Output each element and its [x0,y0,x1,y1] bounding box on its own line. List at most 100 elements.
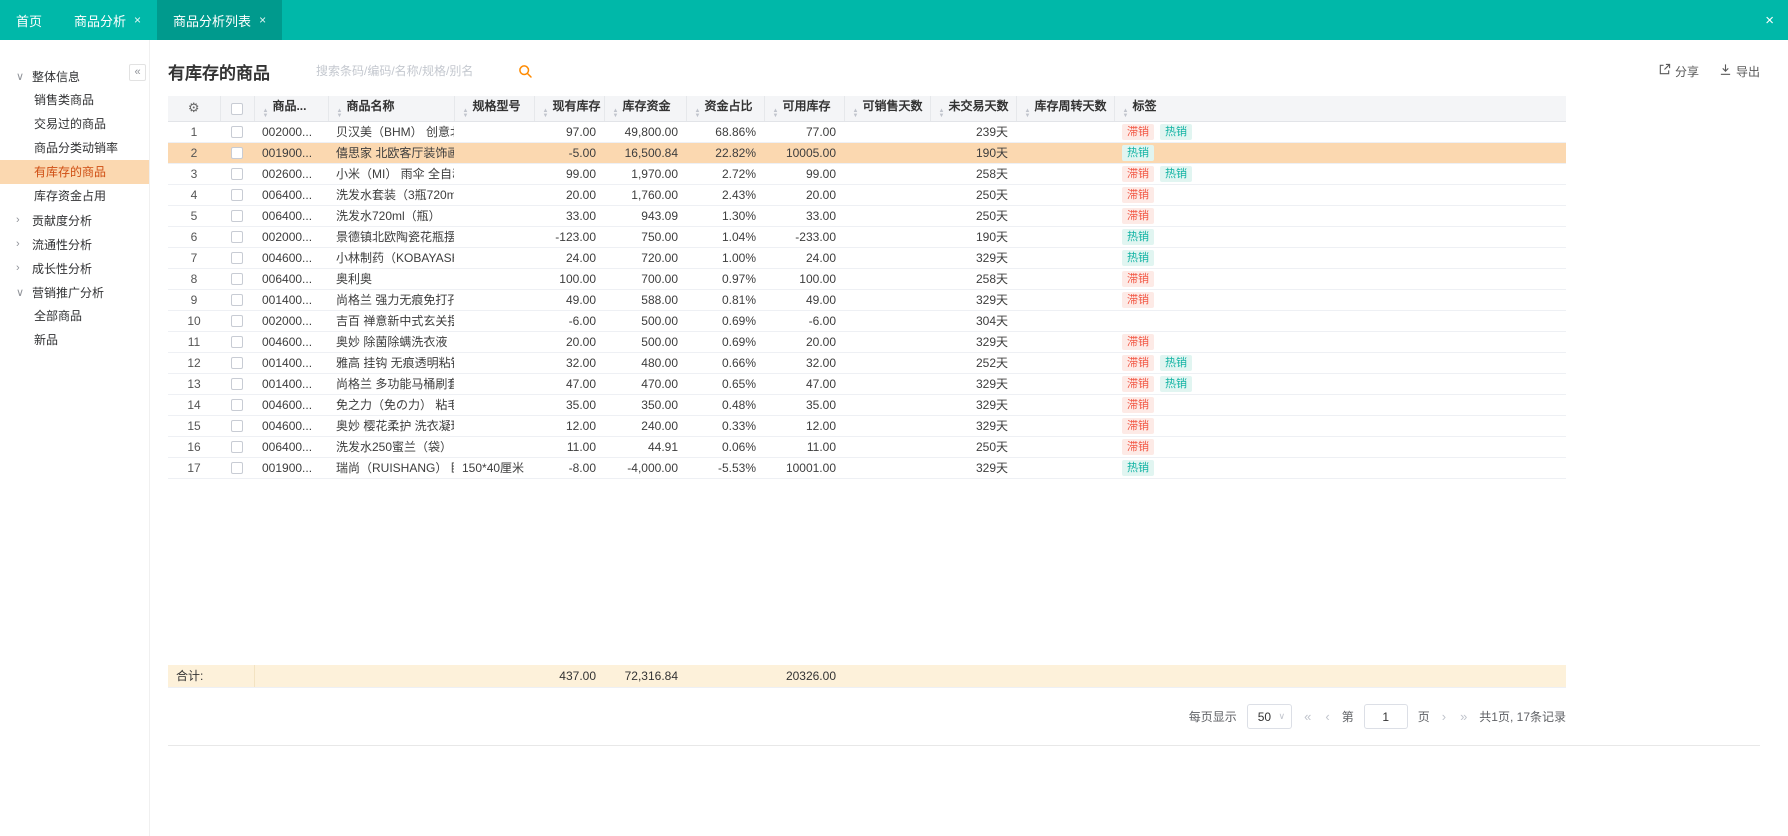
row-checkbox-cell [220,121,254,143]
sort-icon[interactable]: ▲ ▼ [1024,108,1031,120]
cell-ratio: 0.69% [686,331,764,353]
search-icon[interactable] [518,64,533,79]
row-checkbox[interactable] [231,420,243,433]
page-size-select[interactable]: 50 ∨ [1246,704,1293,729]
sidebar-group[interactable]: › 成长性分析 [0,256,149,280]
cell-stock: 20.00 [534,184,604,206]
row-checkbox[interactable] [231,294,243,307]
row-checkbox[interactable] [231,441,243,454]
cell-avail: 24.00 [764,247,844,269]
table-row[interactable]: 16 006400... 洗发水250蜜兰（袋） 11.00 44.91 0.06% 11.… [168,436,1566,458]
search-input[interactable] [316,64,516,78]
table-row[interactable]: 4006400...洗发水套装（3瓶720ml+1瓶20.001,760.002… [168,184,1566,206]
cell-no_trade_days: 329天 [930,289,1016,311]
row-checkbox[interactable] [231,357,243,370]
page-next-button[interactable]: › [1441,709,1447,724]
column-header-spec[interactable]: ▲ ▼ 规格型号 [454,96,535,122]
row-checkbox[interactable] [231,336,243,349]
table-row[interactable]: 2 001900...僖思家 北欧客厅装饰画卧室 -5.0016,500.8422.… [168,142,1566,164]
column-header-sellable_days[interactable]: ▲ ▼ 可销售天数 [844,96,931,122]
row-checkbox[interactable] [231,189,243,202]
sidebar-group[interactable]: › 流通性分析 [0,232,149,256]
sort-icon[interactable]: ▲ ▼ [262,108,269,120]
sort-icon[interactable]: ▲ ▼ [1122,108,1129,120]
row-checkbox[interactable] [231,210,243,223]
sidebar-item[interactable]: 新品 [34,333,59,347]
cell-no_trade_days: 258天 [930,163,1016,185]
sidebar-item[interactable]: 交易过的商品 [34,117,107,131]
tab-close-icon[interactable]: × [134,13,142,27]
sort-icon[interactable]: ▲ ▼ [852,108,859,120]
sidebar-item[interactable]: 全部商品 [34,309,83,323]
column-header-stock[interactable]: ▲ ▼ 现有库存 [534,96,605,122]
column-header-code[interactable]: ▲ ▼ 商品... [254,96,329,122]
sidebar-collapse-button[interactable]: « [129,64,146,81]
table-row[interactable]: 8 006400... 奥利奥 100.00 700.00 0.97% 100.00 258天… [168,268,1566,290]
share-button[interactable]: 分享 [1658,63,1699,80]
row-checkbox[interactable] [231,315,243,328]
column-header-no_trade_days[interactable]: ▲ ▼ 未交易天数 [930,96,1017,122]
page-last-button[interactable]: » [1460,709,1468,724]
topbar-tab[interactable]: 商品分析列表 × [157,0,283,40]
sort-icon[interactable]: ▲ ▼ [938,108,945,120]
export-button[interactable]: 导出 [1719,63,1760,80]
sidebar-item[interactable]: 销售类商品 [34,93,95,107]
cell-fund: 700.00 [604,268,686,290]
row-checkbox[interactable] [231,168,243,181]
row-checkbox[interactable] [231,252,243,265]
table-row[interactable]: 5 006400... 洗发水720ml（瓶） 33.00 943.09 1.30% 33.… [168,205,1566,227]
sidebar-item[interactable]: 商品分类动销率 [34,141,119,155]
sort-icon[interactable]: ▲ ▼ [612,108,619,120]
row-checkbox[interactable] [231,378,243,391]
table-row[interactable]: 11 004600... 奥妙 除菌除螨洗衣液 20.00 500.00 0.69% 20.… [168,331,1566,353]
sidebar-item[interactable]: 有库存的商品 [0,160,149,184]
row-checkbox[interactable] [231,147,243,160]
topbar-tab[interactable]: 首页 [0,0,58,40]
column-header-tags[interactable]: ▲ ▼ 标签 [1114,96,1566,122]
sidebar: « ∨ 整体信息销售类商品交易过的商品 商品分类动销率有库存的商品库存资金占用 › 贡献… [0,40,150,836]
row-checkbox[interactable] [231,273,243,286]
table-row[interactable]: 6 002000...景德镇北欧陶瓷花瓶摆件 优 -123.00750.001.04… [168,226,1566,248]
table-row[interactable]: 1 002000...贝汉美（BHM） 创意北欧陶瓷 97.0049,800.006… [168,121,1566,143]
sort-icon[interactable]: ▲ ▼ [336,108,343,120]
select-all-checkbox[interactable] [231,103,243,116]
cell-avail: 47.00 [764,373,844,395]
topbar-close-icon[interactable]: × [1765,11,1774,29]
topbar-tab[interactable]: 商品分析 × [58,0,157,40]
cell-turnover_days [1016,142,1114,164]
page-number-input[interactable] [1363,704,1408,729]
sidebar-group[interactable]: › 贡献度分析 [0,208,149,232]
page-prev-button[interactable]: ‹ [1325,709,1330,724]
sort-icon[interactable]: ▲ ▼ [694,108,701,120]
column-header-name[interactable]: ▲ ▼ 商品名称 [328,96,455,122]
column-header-fund[interactable]: ▲ ▼ 库存资金 [604,96,687,122]
column-header-ratio[interactable]: ▲ ▼ 资金占比 [686,96,765,122]
row-checkbox[interactable] [231,462,243,475]
row-checkbox[interactable] [231,126,243,139]
row-checkbox[interactable] [231,399,243,412]
cell-code: 004600... [254,415,328,437]
sidebar-group[interactable]: ∨ 整体信息 [0,64,149,88]
sort-icon[interactable]: ▲ ▼ [462,108,469,120]
column-header-avail[interactable]: ▲ ▼ 可用库存 [764,96,845,122]
sort-icon[interactable]: ▲ ▼ [772,108,779,120]
page-first-button[interactable]: « [1304,709,1312,724]
sidebar-item[interactable]: 库存资金占用 [34,189,107,203]
sidebar-group[interactable]: ∨ 营销推广分析 [0,280,149,304]
tab-close-icon[interactable]: × [259,13,267,27]
row-checkbox[interactable] [231,231,243,244]
table-row[interactable]: 17 001900...瑞尚（RUISHANG） 卧室装150*40厘米-8.00… [168,457,1566,479]
column-settings-gear-icon[interactable]: ⚙ [187,100,200,116]
cell-sellable_days [844,457,930,479]
column-header-turnover_days[interactable]: ▲ ▼ 库存周转天数 [1016,96,1115,122]
sort-icon[interactable]: ▲ ▼ [542,108,549,120]
row-checkbox-cell [220,310,254,332]
